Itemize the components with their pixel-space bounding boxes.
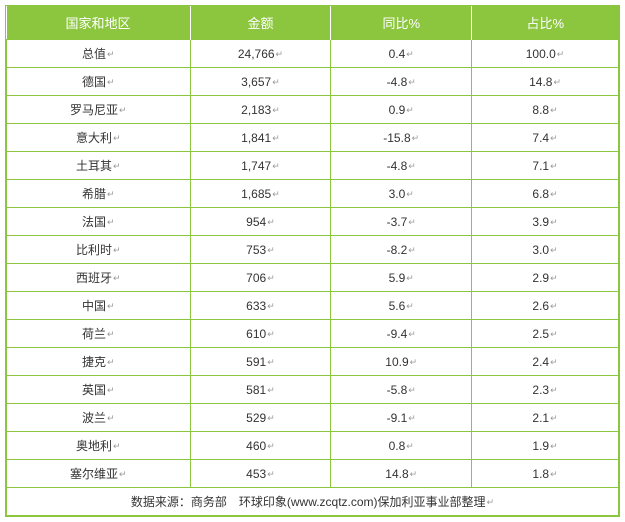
table-cell: 捷克 — [7, 348, 191, 376]
table-cell: -15.8 — [331, 124, 472, 152]
table-cell: 529 — [190, 404, 331, 432]
table-cell: 706 — [190, 264, 331, 292]
table-cell: 581 — [190, 376, 331, 404]
table-cell: 6.8 — [472, 180, 619, 208]
table-cell: -3.7 — [331, 208, 472, 236]
table-cell: 5.6 — [331, 292, 472, 320]
table-row: 法国954-3.73.9 — [7, 208, 619, 236]
table-cell: 0.8 — [331, 432, 472, 460]
table-cell: 1.9 — [472, 432, 619, 460]
table-row: 希腊1,6853.06.8 — [7, 180, 619, 208]
table-cell: -4.8 — [331, 152, 472, 180]
table-row: 塞尔维亚45314.81.8 — [7, 460, 619, 488]
table-cell: 753 — [190, 236, 331, 264]
table-cell: 1,841 — [190, 124, 331, 152]
data-table-container: 国家和地区 金额 同比% 占比% 总值24,7660.4100.0德国3,657… — [5, 5, 620, 517]
table-cell: 1,747 — [190, 152, 331, 180]
table-row: 奥地利4600.81.9 — [7, 432, 619, 460]
table-cell: 100.0 — [472, 40, 619, 68]
table-cell: -9.1 — [331, 404, 472, 432]
table-cell: 2.3 — [472, 376, 619, 404]
table-row: 德国3,657-4.814.8 — [7, 68, 619, 96]
footer-cell: 数据来源：商务部 环球印象(www.zcqtz.com)保加利亚事业部整理 — [7, 488, 619, 516]
table-cell: 14.8 — [331, 460, 472, 488]
table-row: 西班牙7065.92.9 — [7, 264, 619, 292]
table-cell: 2.5 — [472, 320, 619, 348]
table-row: 波兰529-9.12.1 — [7, 404, 619, 432]
header-row: 国家和地区 金额 同比% 占比% — [7, 6, 619, 40]
header-col-amount: 金额 — [190, 6, 331, 40]
table-row: 英国581-5.82.3 — [7, 376, 619, 404]
table-cell: 610 — [190, 320, 331, 348]
table-cell: 24,766 — [190, 40, 331, 68]
table-cell: 奥地利 — [7, 432, 191, 460]
table-cell: 意大利 — [7, 124, 191, 152]
table-cell: 954 — [190, 208, 331, 236]
table-cell: 633 — [190, 292, 331, 320]
table-cell: 3.0 — [331, 180, 472, 208]
table-cell: 中国 — [7, 292, 191, 320]
footer-row: 数据来源：商务部 环球印象(www.zcqtz.com)保加利亚事业部整理 — [7, 488, 619, 516]
table-cell: 希腊 — [7, 180, 191, 208]
table-cell: 罗马尼亚 — [7, 96, 191, 124]
table-cell: 2.1 — [472, 404, 619, 432]
header-col-share: 占比% — [472, 6, 619, 40]
table-cell: 591 — [190, 348, 331, 376]
table-row: 总值24,7660.4100.0 — [7, 40, 619, 68]
table-cell: 0.4 — [331, 40, 472, 68]
table-cell: 1.8 — [472, 460, 619, 488]
table-cell: 波兰 — [7, 404, 191, 432]
table-cell: 3,657 — [190, 68, 331, 96]
table-row: 比利时753-8.23.0 — [7, 236, 619, 264]
table-cell: 比利时 — [7, 236, 191, 264]
table-row: 中国6335.62.6 — [7, 292, 619, 320]
table-cell: 14.8 — [472, 68, 619, 96]
table-cell: -5.8 — [331, 376, 472, 404]
table-cell: 2.4 — [472, 348, 619, 376]
table-cell: 2.6 — [472, 292, 619, 320]
table-cell: 10.9 — [331, 348, 472, 376]
table-cell: -4.8 — [331, 68, 472, 96]
table-cell: 英国 — [7, 376, 191, 404]
table-body: 总值24,7660.4100.0德国3,657-4.814.8罗马尼亚2,183… — [7, 40, 619, 516]
table-cell: 0.9 — [331, 96, 472, 124]
table-row: 意大利1,841-15.87.4 — [7, 124, 619, 152]
table-cell: 塞尔维亚 — [7, 460, 191, 488]
table-cell: 2.9 — [472, 264, 619, 292]
table-cell: 460 — [190, 432, 331, 460]
table-cell: 8.8 — [472, 96, 619, 124]
table-row: 荷兰610-9.42.5 — [7, 320, 619, 348]
table-cell: 德国 — [7, 68, 191, 96]
table-cell: 1,685 — [190, 180, 331, 208]
table-cell: 7.4 — [472, 124, 619, 152]
table-cell: 3.9 — [472, 208, 619, 236]
table-cell: 土耳其 — [7, 152, 191, 180]
data-table: 国家和地区 金额 同比% 占比% 总值24,7660.4100.0德国3,657… — [6, 6, 619, 516]
table-row: 捷克59110.92.4 — [7, 348, 619, 376]
table-header: 国家和地区 金额 同比% 占比% — [7, 6, 619, 40]
table-cell: 7.1 — [472, 152, 619, 180]
table-cell: 2,183 — [190, 96, 331, 124]
table-cell: 453 — [190, 460, 331, 488]
table-row: 罗马尼亚2,1830.98.8 — [7, 96, 619, 124]
table-cell: 法国 — [7, 208, 191, 236]
table-row: 土耳其1,747-4.87.1 — [7, 152, 619, 180]
table-cell: 西班牙 — [7, 264, 191, 292]
header-col-yoy: 同比% — [331, 6, 472, 40]
table-cell: 3.0 — [472, 236, 619, 264]
table-cell: 荷兰 — [7, 320, 191, 348]
table-cell: 总值 — [7, 40, 191, 68]
header-col-region: 国家和地区 — [7, 6, 191, 40]
table-cell: -8.2 — [331, 236, 472, 264]
table-cell: -9.4 — [331, 320, 472, 348]
table-cell: 5.9 — [331, 264, 472, 292]
